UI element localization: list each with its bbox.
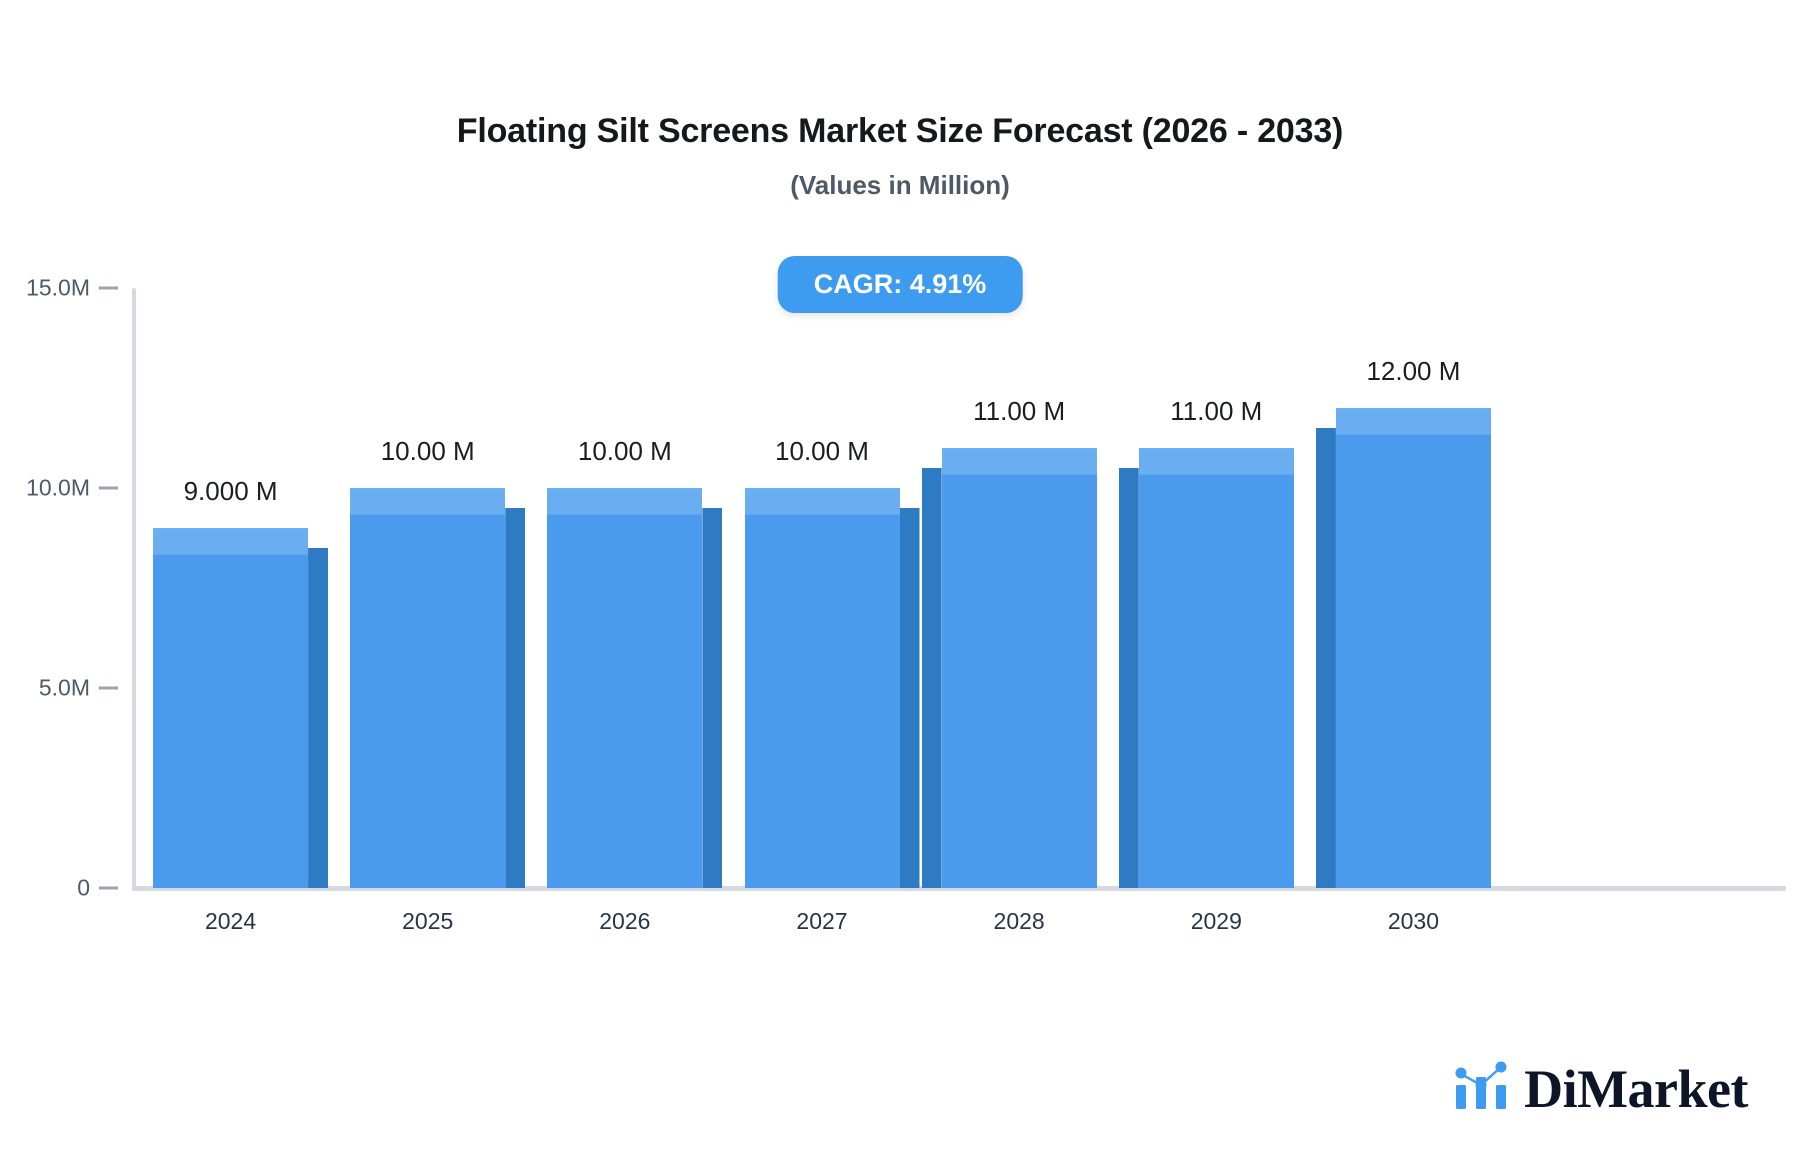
bar-top-face <box>1335 408 1491 411</box>
bar-front-face <box>547 488 703 888</box>
x-tick-label: 2030 <box>1387 908 1440 934</box>
x-axis-line <box>132 886 1786 891</box>
bar-value-label: 9.000 M <box>183 476 278 506</box>
bar-value-label: 11.00 M <box>1170 396 1263 426</box>
y-tick-mark <box>99 886 118 890</box>
bar-front-face <box>153 528 309 888</box>
bar-chart-logo-icon <box>1454 1061 1510 1116</box>
y-axis-line <box>132 288 136 890</box>
dimarket-logo: DiMarket <box>1454 1061 1748 1116</box>
y-tick-label: 0 <box>77 874 90 901</box>
chart-title: Floating Silt Screens Market Size Foreca… <box>456 112 1344 150</box>
bar-value-label: 11.00 M <box>973 396 1066 426</box>
logo-wordmark: DiMarket <box>1524 1058 1748 1119</box>
bar-front-face <box>1335 408 1491 888</box>
y-tick-label: 5.0M <box>38 674 90 701</box>
bar-top-face <box>547 488 703 491</box>
bar-value-label: 10.00 M <box>577 436 672 466</box>
bar-side-face <box>899 508 920 888</box>
x-tick-label: 2029 <box>1190 908 1242 934</box>
bar-front-face <box>941 448 1097 888</box>
bar-side-face <box>308 548 329 888</box>
bar-top-face <box>153 528 309 531</box>
chart-subtitle: (Values in Million) <box>790 170 1010 200</box>
cagr-badge: CAGR: 4.91% <box>777 256 1023 313</box>
bar-side-face <box>1315 428 1336 888</box>
bar-value-label: 12.00 M <box>1366 356 1461 386</box>
bar-front-face <box>744 488 900 888</box>
x-tick-label: 2024 <box>204 908 257 934</box>
bar-side-face <box>702 508 723 888</box>
bar-front-face <box>1138 448 1294 888</box>
bar-top-face <box>1138 448 1294 451</box>
bar-front-face <box>350 488 506 888</box>
y-tick-mark <box>99 486 118 490</box>
x-tick-label: 2026 <box>599 908 651 934</box>
x-tick-label: 2027 <box>796 908 848 934</box>
x-tick-label: 2025 <box>402 908 454 934</box>
x-tick-label: 2028 <box>993 908 1045 934</box>
y-tick-mark <box>99 686 118 690</box>
bar-side-face <box>1118 468 1139 888</box>
y-tick-label: 10.0M <box>26 474 90 501</box>
bar-top-face <box>350 488 506 491</box>
y-tick-mark <box>99 286 118 290</box>
y-tick-label: 15.0M <box>26 274 90 301</box>
bar-side-face <box>921 468 942 888</box>
bar-top-face <box>744 488 900 491</box>
bar-value-label: 10.00 M <box>775 436 869 466</box>
bar-value-label: 10.00 M <box>380 436 475 466</box>
bar-top-face <box>941 448 1097 451</box>
bar-side-face <box>505 508 526 888</box>
